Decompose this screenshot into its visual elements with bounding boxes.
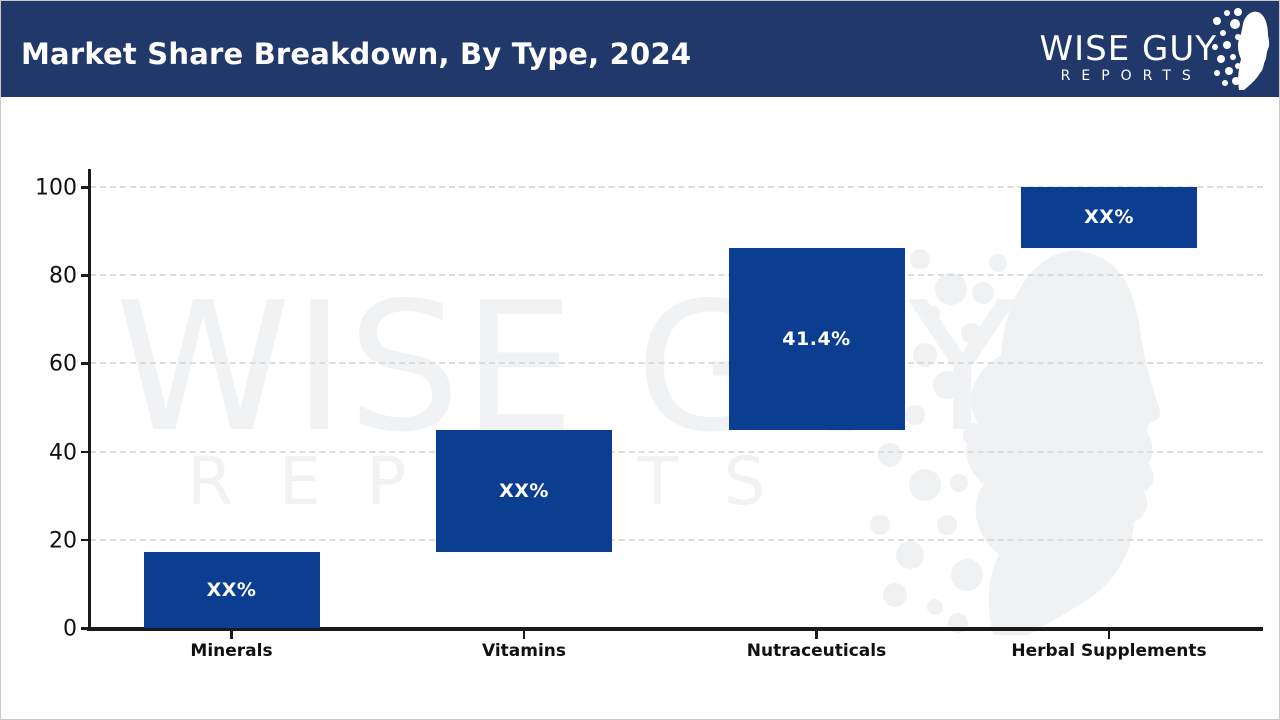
y-axis-line [88,169,91,631]
bar-herbal-supplements: XX% [1021,187,1197,248]
header-bar: Market Share Breakdown, By Type, 2024 WI… [1,1,1279,97]
y-tick-label: 80 [49,263,77,289]
y-axis-tick [81,450,90,454]
wise-guy-face-icon [1209,7,1271,95]
y-tick-label: 20 [49,528,77,554]
bar-value-label: XX% [1084,206,1134,229]
x-tick-label: Nutraceuticals [746,641,887,661]
gridline-y20 [90,538,1263,541]
wise-guy-logo-text: WISE GUY REPORTS [1039,28,1217,85]
bar-minerals: XX% [143,552,320,628]
y-axis-tick [81,274,90,277]
y-axis-tick [81,538,90,542]
x-tick-label: Vitamins [481,641,567,661]
wise-guy-logo: WISE GUY REPORTS [1039,7,1271,95]
y-tick-label: 60 [49,351,77,377]
x-tick-label: Herbal Supplements [1011,641,1207,661]
bar-value-label: XX% [499,480,549,503]
x-axis-tick [1107,630,1111,639]
x-tick-label: Minerals [190,641,273,661]
gridline-y60 [90,362,1263,365]
bar-vitamins: XX% [436,430,612,553]
gridline-y100 [90,186,1263,188]
bar-value-label: XX% [206,579,257,602]
y-axis-tick [81,362,90,365]
x-axis-tick [522,630,526,639]
gridline-y40 [90,450,1263,453]
y-axis-tick [81,627,90,630]
x-axis-line [87,626,1263,631]
y-axis-tick [81,186,90,189]
logo-wordmark: WISE GUY [1039,28,1217,69]
bar-nutraceuticals: 41.4% [728,247,905,431]
page-title: Market Share Breakdown, By Type, 2024 [21,37,692,71]
y-tick-label: 0 [63,616,77,642]
gridline-y80 [90,274,1263,277]
x-axis-tick [230,630,233,639]
x-axis-tick [815,630,818,639]
logo-subtitle: REPORTS [1060,68,1202,85]
y-tick-label: 40 [49,440,77,466]
y-tick-label: 100 [35,175,77,201]
bar-value-label: 41.4% [782,328,851,351]
